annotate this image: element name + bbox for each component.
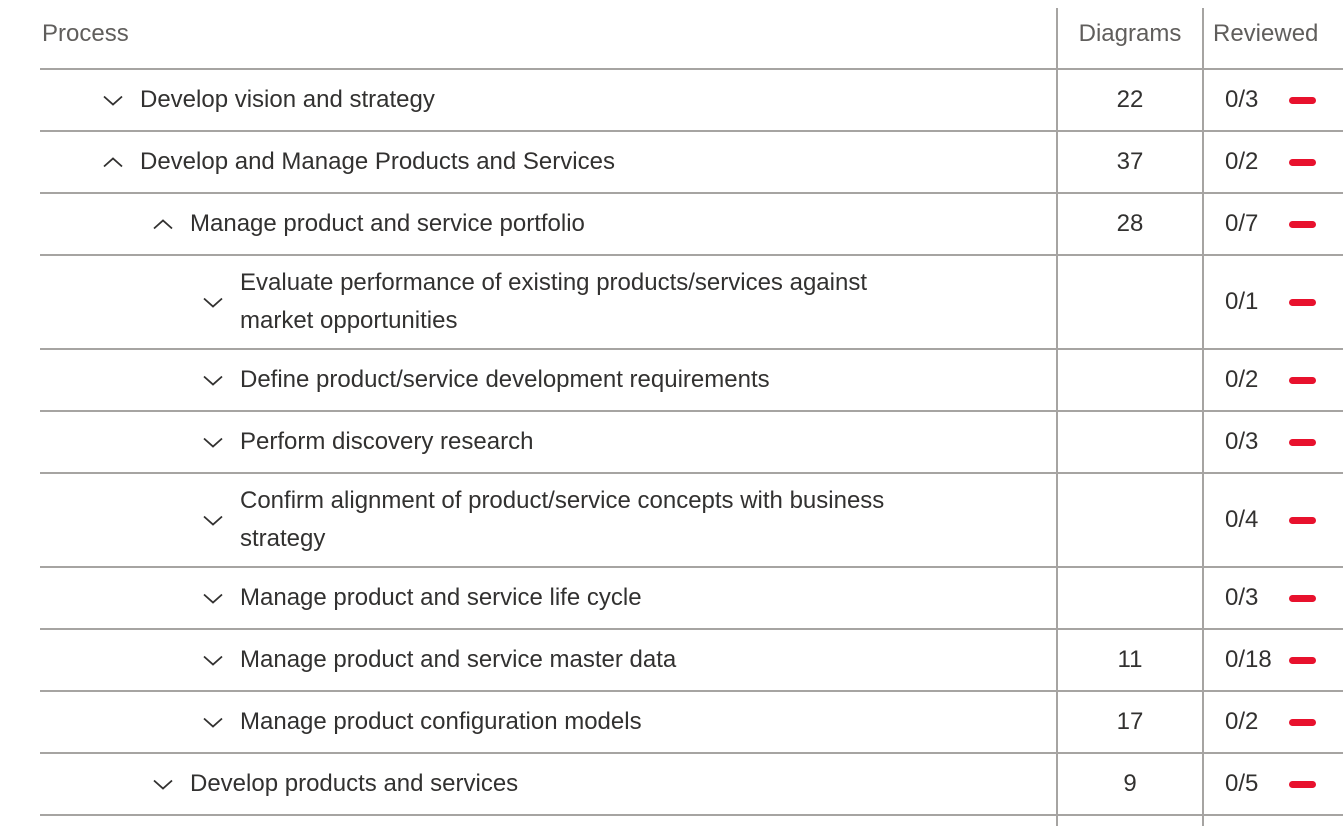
chevron-down-icon[interactable] xyxy=(202,296,224,309)
diagrams-count xyxy=(1057,474,1203,566)
diagrams-count xyxy=(1057,412,1203,472)
table-row[interactable]: Develop products and services 9 0/5 xyxy=(40,754,1343,816)
table-row[interactable]: Manage product and service life cycle 0/… xyxy=(40,568,1343,630)
process-cell: Manage product configuration models xyxy=(40,692,1057,752)
reviewed-count: 0/2 xyxy=(1225,708,1259,735)
table-row[interactable]: Develop vision and strategy 22 0/3 xyxy=(40,70,1343,132)
diagrams-count xyxy=(1057,568,1203,628)
table-row[interactable]: Manage product and service portfolio 28 … xyxy=(40,194,1343,256)
process-cell: Develop and Manage Products and Services xyxy=(40,132,1057,192)
process-name: Define product/service development requi… xyxy=(240,366,770,393)
diagrams-count: 11 xyxy=(1117,646,1143,673)
diagrams-count: 22 xyxy=(1116,86,1144,113)
reviewed-count: 0/7 xyxy=(1225,210,1259,237)
minus-status-icon xyxy=(1289,298,1316,306)
process-cell: Manage product and service life cycle xyxy=(40,568,1057,628)
diagrams-count: 28 xyxy=(1116,210,1144,237)
process-cell: Confirm alignment of product/service con… xyxy=(40,474,1057,566)
chevron-up-icon[interactable] xyxy=(152,218,174,231)
chevron-down-icon[interactable] xyxy=(202,654,224,667)
column-header-reviewed: Reviewed xyxy=(1213,20,1319,47)
process-name: Develop vision and strategy xyxy=(140,86,435,113)
reviewed-cell: 0/3 xyxy=(1203,568,1343,628)
minus-status-icon xyxy=(1289,718,1316,726)
process-cell: Develop vision and strategy xyxy=(40,70,1057,130)
reviewed-cell: 0/3 xyxy=(1203,412,1343,472)
process-cell: Manage product and service portfolio xyxy=(40,194,1057,254)
table-row[interactable]: Develop and Manage Products and Services… xyxy=(40,132,1343,194)
table-body: Develop vision and strategy 22 0/3 Devel… xyxy=(40,70,1343,816)
minus-status-icon xyxy=(1289,158,1316,166)
process-name: Manage product and service portfolio xyxy=(190,210,585,237)
minus-status-icon xyxy=(1289,594,1316,602)
column-header-process: Process xyxy=(42,20,129,47)
table-row[interactable]: Perform discovery research 0/3 xyxy=(40,412,1343,474)
reviewed-cell: 0/3 xyxy=(1203,70,1343,130)
process-cell: Perform discovery research xyxy=(40,412,1057,472)
process-name: Develop products and services xyxy=(190,770,519,797)
diagrams-count: 37 xyxy=(1116,148,1144,175)
diagrams-count xyxy=(1057,350,1203,410)
reviewed-cell: 0/18 xyxy=(1203,630,1343,690)
process-cell: Develop products and services xyxy=(40,754,1057,814)
process-name: Develop and Manage Products and Services xyxy=(140,148,615,175)
chevron-down-icon[interactable] xyxy=(202,374,224,387)
chevron-down-icon[interactable] xyxy=(202,436,224,449)
process-cell: Manage product and service master data xyxy=(40,630,1057,690)
chevron-down-icon[interactable] xyxy=(152,778,174,791)
reviewed-cell: 0/7 xyxy=(1203,194,1343,254)
reviewed-count: 0/2 xyxy=(1225,148,1259,175)
column-separator xyxy=(1056,8,1058,826)
reviewed-count: 0/3 xyxy=(1225,584,1259,611)
reviewed-cell: 0/1 xyxy=(1203,256,1343,348)
diagrams-count: 17 xyxy=(1116,708,1144,735)
process-cell: Define product/service development requi… xyxy=(40,350,1057,410)
reviewed-count: 0/1 xyxy=(1225,288,1259,315)
minus-status-icon xyxy=(1289,220,1316,228)
reviewed-cell: 0/2 xyxy=(1203,350,1343,410)
table-row[interactable]: Define product/service development requi… xyxy=(40,350,1343,412)
diagrams-count xyxy=(1057,256,1203,348)
diagrams-count: 9 xyxy=(1123,770,1137,797)
column-header-diagrams: Diagrams xyxy=(1078,20,1182,47)
process-cell: Evaluate performance of existing product… xyxy=(40,256,1057,348)
process-table: Process Diagrams Reviewed Develop vision… xyxy=(40,0,1343,816)
process-name: Perform discovery research xyxy=(240,428,534,455)
minus-status-icon xyxy=(1289,96,1316,104)
table-row[interactable]: Manage product and service master data 1… xyxy=(40,630,1343,692)
column-separator xyxy=(1202,8,1204,826)
minus-status-icon xyxy=(1289,656,1316,664)
reviewed-count: 0/3 xyxy=(1225,86,1259,113)
process-name: Confirm alignment of product/service con… xyxy=(240,487,885,552)
chevron-down-icon[interactable] xyxy=(102,94,124,107)
table-row[interactable]: Manage product configuration models 17 0… xyxy=(40,692,1343,754)
process-name: Manage product and service master data xyxy=(240,646,677,673)
chevron-down-icon[interactable] xyxy=(202,514,224,527)
reviewed-cell: 0/5 xyxy=(1203,754,1343,814)
reviewed-count: 0/5 xyxy=(1225,770,1259,797)
table-header-row: Process Diagrams Reviewed xyxy=(40,0,1343,70)
process-name: Manage product configuration models xyxy=(240,708,642,735)
reviewed-cell: 0/2 xyxy=(1203,692,1343,752)
process-name: Manage product and service life cycle xyxy=(240,584,642,611)
reviewed-cell: 0/2 xyxy=(1203,132,1343,192)
minus-status-icon xyxy=(1289,780,1316,788)
chevron-up-icon[interactable] xyxy=(102,156,124,169)
minus-status-icon xyxy=(1289,376,1316,384)
reviewed-count: 0/2 xyxy=(1225,366,1259,393)
chevron-down-icon[interactable] xyxy=(202,716,224,729)
reviewed-count: 0/3 xyxy=(1225,428,1259,455)
minus-status-icon xyxy=(1289,438,1316,446)
reviewed-count: 0/18 xyxy=(1225,646,1272,673)
process-name: Evaluate performance of existing product… xyxy=(240,269,867,334)
reviewed-cell: 0/4 xyxy=(1203,474,1343,566)
reviewed-count: 0/4 xyxy=(1225,506,1259,533)
table-row[interactable]: Evaluate performance of existing product… xyxy=(40,256,1343,350)
table-row[interactable]: Confirm alignment of product/service con… xyxy=(40,474,1343,568)
minus-status-icon xyxy=(1289,516,1316,524)
chevron-down-icon[interactable] xyxy=(202,592,224,605)
